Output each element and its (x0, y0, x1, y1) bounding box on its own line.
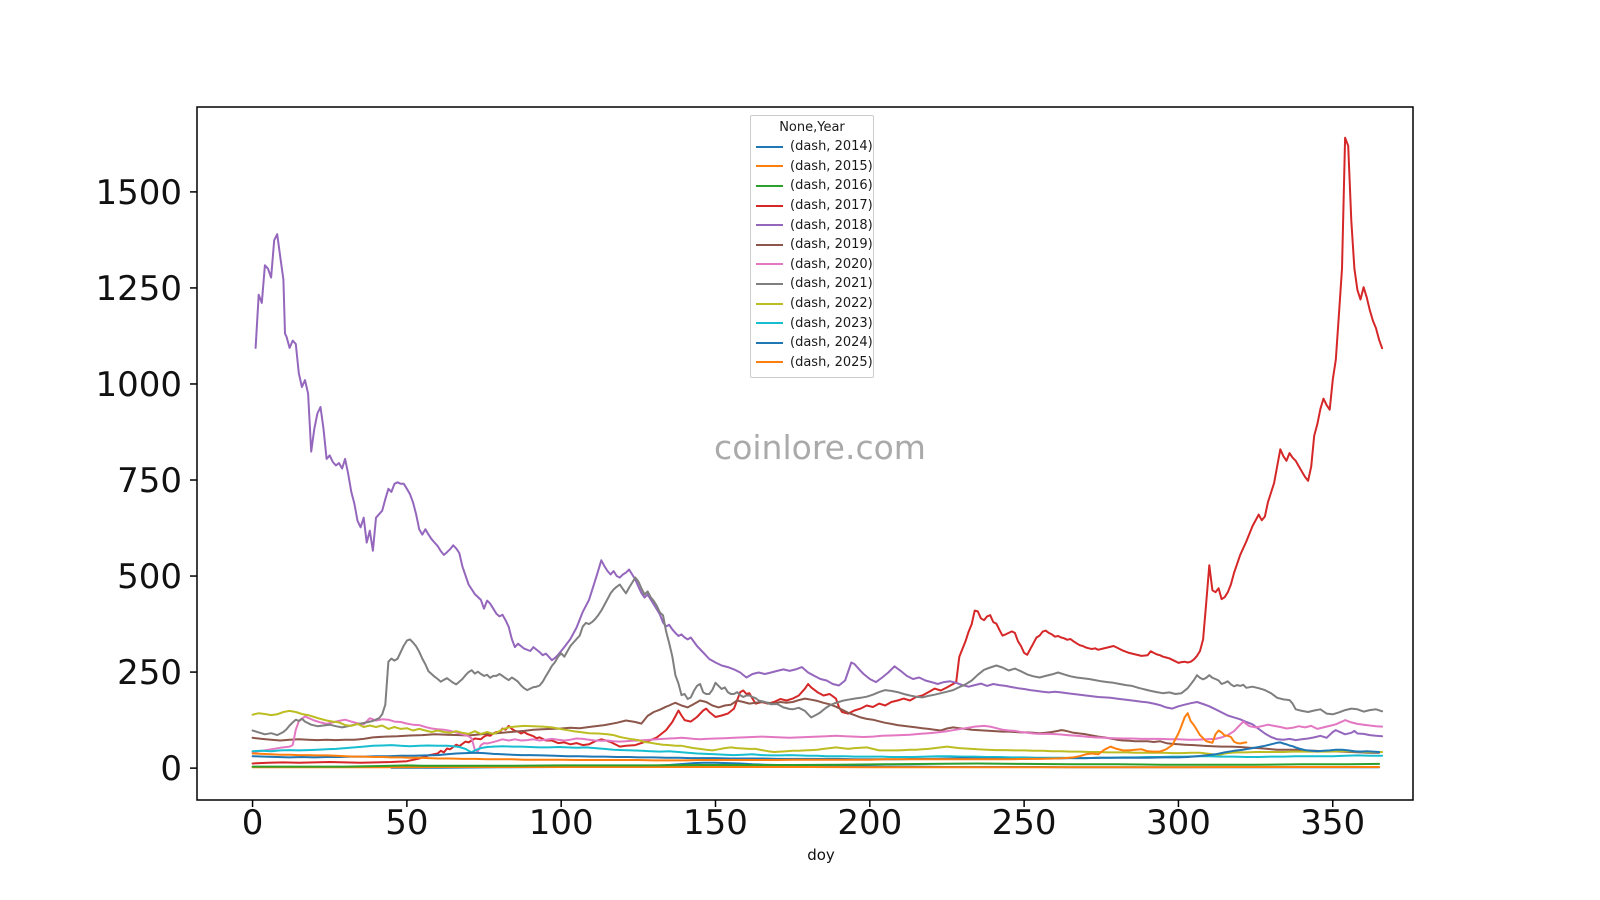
y-axis-ticks: 0 250 500 750 1000 1250 1500 (95, 173, 197, 789)
legend-item-dash-2022: (dash, 2022) (756, 294, 873, 314)
series-line-dash-2018 (254, 233, 1384, 742)
legend-swatch (756, 184, 783, 187)
legend-item-dash-2021: (dash, 2021) (756, 274, 873, 294)
y-tick-label: 1000 (95, 365, 182, 405)
legend-rows: (dash, 2014) (dash, 2015) (dash, 2016) (das… (756, 137, 873, 373)
y-tick-label: 250 (117, 653, 182, 693)
legend-item-label: (dash, 2022) (790, 296, 873, 312)
watermark: coinlore.com (714, 428, 926, 467)
legend-swatch (756, 282, 783, 285)
legend-item-label: (dash, 2023) (790, 315, 873, 331)
legend-item-label: (dash, 2020) (790, 256, 873, 272)
legend: None,Year (dash, 2014) (dash, 2015) (dash,… (750, 115, 874, 379)
legend-swatch (756, 341, 783, 344)
legend-item-dash-2017: (dash, 2017) (756, 196, 873, 216)
series-line-dash-2022 (251, 709, 1384, 757)
x-axis-ticks: 0 50 100 150 200 250 300 350 (242, 800, 1365, 843)
series-line-dash-2016 (251, 762, 1381, 768)
legend-item-dash-2024: (dash, 2024) (756, 333, 873, 353)
legend-swatch (756, 322, 783, 325)
legend-title: None,Year (779, 120, 845, 135)
x-tick-label: 350 (1300, 803, 1365, 843)
y-tick-label: 1500 (95, 173, 182, 213)
legend-item-dash-2020: (dash, 2020) (756, 255, 873, 275)
legend-item-dash-2014: (dash, 2014) (756, 137, 873, 157)
x-tick-label: 200 (837, 803, 902, 843)
x-tick-label: 50 (385, 803, 428, 843)
legend-item-dash-2023: (dash, 2023) (756, 313, 873, 333)
legend-item-dash-2019: (dash, 2019) (756, 235, 873, 255)
x-axis-label: doy (807, 846, 835, 864)
y-tick-label: 0 (160, 749, 182, 789)
series-lines (251, 136, 1384, 769)
x-tick-label: 100 (529, 803, 594, 843)
legend-item-label: (dash, 2015) (790, 158, 873, 174)
legend-swatch (756, 204, 783, 207)
legend-item-label: (dash, 2014) (790, 139, 873, 155)
y-tick-label: 500 (117, 557, 182, 597)
x-tick-label: 0 (242, 803, 264, 843)
legend-item-label: (dash, 2024) (790, 335, 873, 351)
legend-item-label: (dash, 2025) (790, 354, 873, 370)
legend-item-dash-2016: (dash, 2016) (756, 176, 873, 196)
legend-item-dash-2018: (dash, 2018) (756, 215, 873, 235)
legend-swatch (756, 263, 783, 266)
legend-swatch (756, 361, 783, 364)
legend-item-label: (dash, 2018) (790, 217, 873, 233)
legend-item-dash-2015: (dash, 2015) (756, 157, 873, 177)
plot-border (196, 106, 1414, 801)
series-line-dash-2017 (251, 136, 1384, 765)
legend-item-label: (dash, 2021) (790, 276, 873, 292)
legend-swatch (756, 145, 783, 148)
series-line-dash-2021 (251, 576, 1384, 737)
series-line-dash-2019 (251, 697, 1381, 754)
legend-item-label: (dash, 2019) (790, 237, 873, 253)
x-tick-label: 300 (1146, 803, 1211, 843)
legend-swatch (756, 302, 783, 305)
legend-item-label: (dash, 2017) (790, 198, 873, 214)
legend-swatch (756, 243, 783, 246)
legend-item-label: (dash, 2016) (790, 178, 873, 194)
y-tick-label: 1250 (95, 269, 182, 309)
legend-swatch (756, 165, 783, 168)
legend-item-dash-2025: (dash, 2025) (756, 353, 873, 373)
x-tick-label: 150 (683, 803, 748, 843)
series-line-dash-2025 (251, 712, 1248, 762)
legend-swatch (756, 224, 783, 227)
x-tick-label: 250 (992, 803, 1057, 843)
y-tick-label: 750 (117, 461, 182, 501)
